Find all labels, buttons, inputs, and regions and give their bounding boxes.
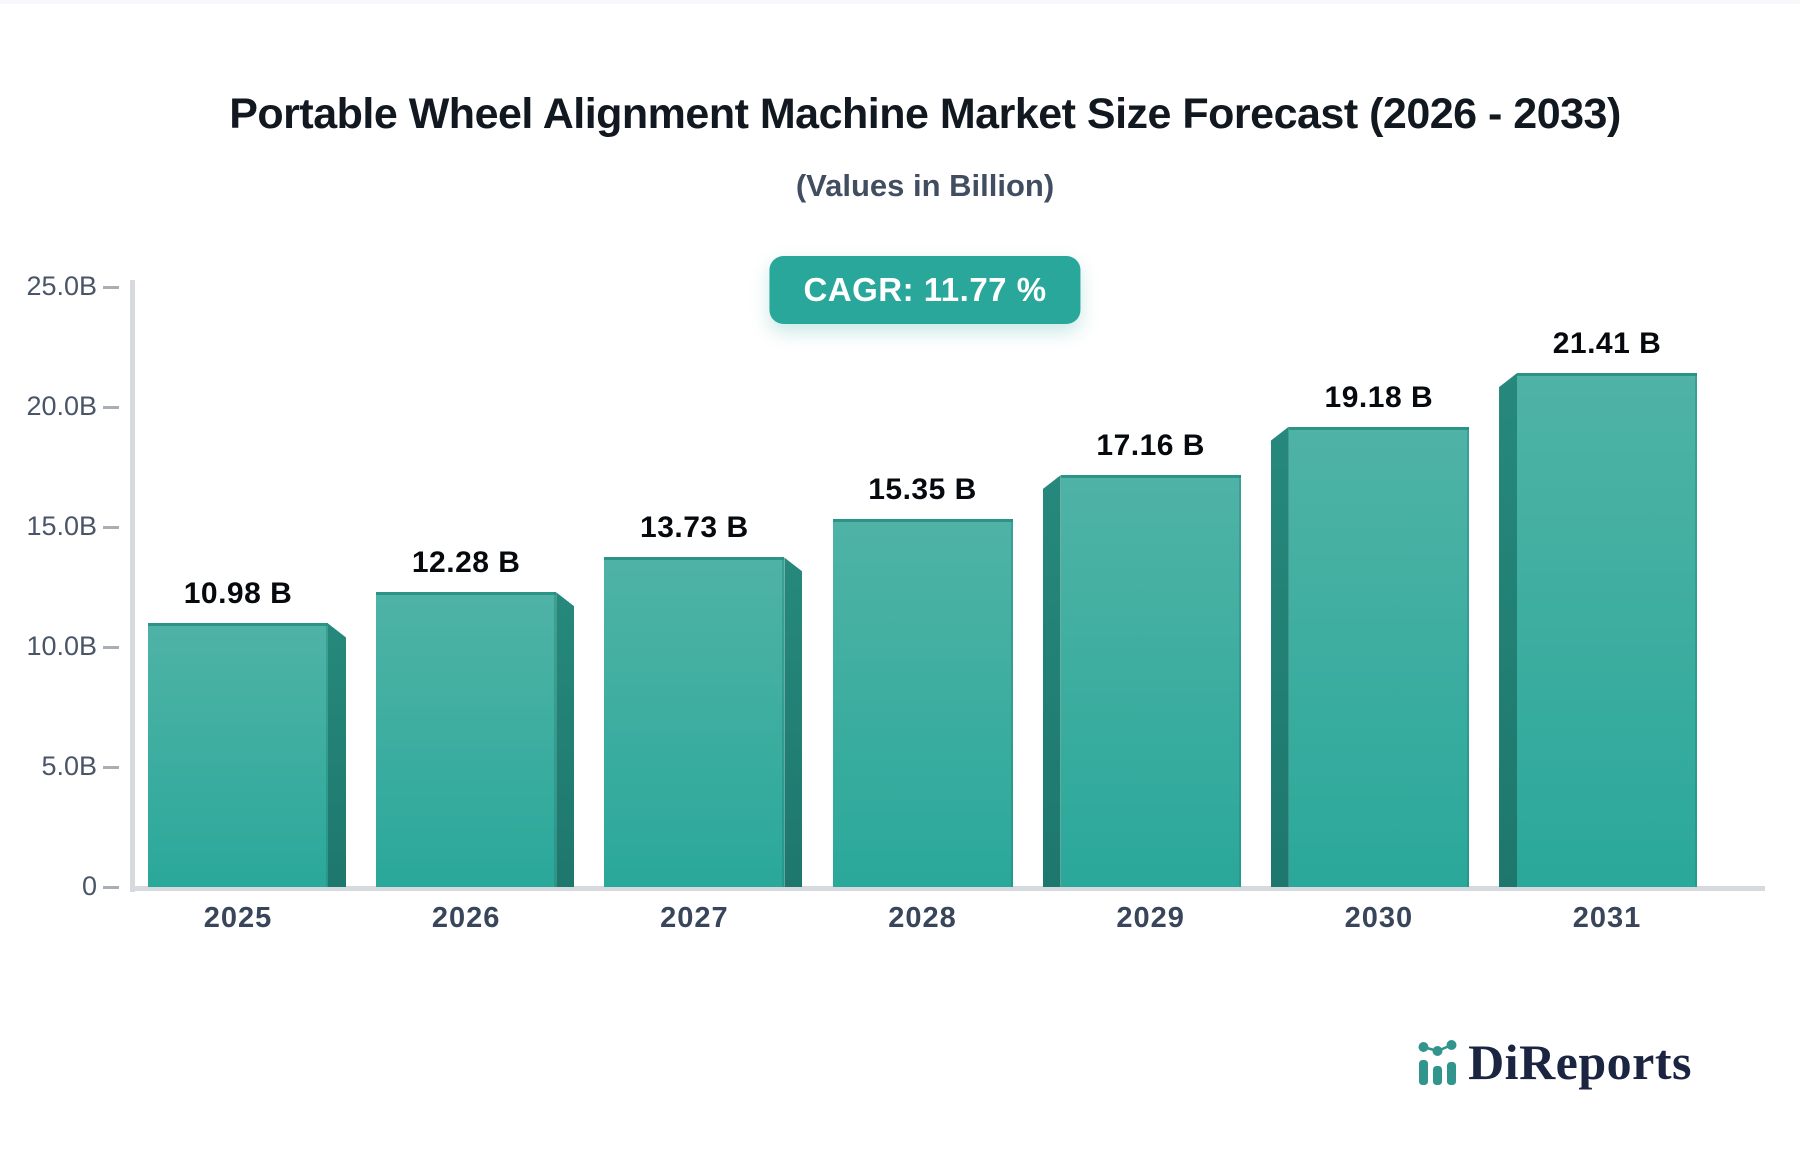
- y-axis-tick-label: 5.0B: [41, 751, 97, 781]
- x-axis-category-label: 2027: [660, 902, 729, 934]
- x-axis-baseline: [130, 886, 1765, 891]
- y-axis-tick: [103, 286, 119, 289]
- bar-2028: [832, 518, 1013, 887]
- y-axis-tick: [103, 526, 119, 529]
- bar-3d-side: [784, 557, 803, 887]
- y-axis-tick-label: 15.0B: [26, 511, 97, 541]
- x-axis-category-label: 2029: [1116, 902, 1185, 934]
- bar-2031: [1517, 373, 1698, 887]
- y-axis-tick: [103, 886, 119, 889]
- logo-wordmark: DiReports: [1468, 1034, 1692, 1090]
- chart-subtitle: (Values in Billion): [795, 168, 1055, 203]
- y-axis-line: [130, 280, 135, 892]
- page-top-edge: [0, 0, 1800, 4]
- y-axis-tick-label: 0: [81, 871, 97, 901]
- mini-bar-chart-icon: [1418, 1040, 1457, 1085]
- bar-value-label: 21.41 B: [1552, 327, 1662, 361]
- x-axis-category-label: 2030: [1344, 902, 1414, 934]
- x-axis-category-label: 2025: [203, 902, 273, 934]
- bar-2030: [1288, 426, 1469, 887]
- chart-title: Portable Wheel Alignment Machine Market …: [229, 90, 1621, 138]
- bar-3d-side: [1499, 373, 1518, 887]
- bar-3d-side: [1042, 475, 1061, 887]
- y-axis-tick-label: 25.0B: [26, 271, 97, 301]
- bar-3d-side: [556, 592, 575, 887]
- bar-value-label: 15.35 B: [868, 472, 977, 506]
- bar-2026: [376, 592, 557, 887]
- bar-value-label: 12.28 B: [411, 546, 521, 580]
- bar-2027: [604, 557, 785, 887]
- y-axis-tick: [103, 766, 119, 769]
- y-axis-tick: [103, 406, 119, 409]
- direports-logo: DiReports: [1406, 1030, 1692, 1090]
- bar-3d-side: [328, 623, 346, 887]
- x-axis-category-label: 2026: [431, 902, 501, 934]
- bar-value-label: 13.73 B: [640, 511, 749, 545]
- bar-value-label: 19.18 B: [1324, 380, 1434, 414]
- y-axis-tick-label: 10.0B: [26, 631, 97, 661]
- bar-2025: [148, 623, 328, 887]
- y-axis-tick: [103, 646, 119, 649]
- cagr-badge: CAGR: 11.77 %: [769, 256, 1081, 324]
- bar-2029: [1060, 475, 1241, 887]
- x-axis-category-label: 2031: [1572, 902, 1642, 934]
- bar-value-label: 10.98 B: [183, 577, 293, 611]
- y-axis-tick-label: 20.0B: [26, 391, 97, 421]
- x-axis-category-label: 2028: [888, 902, 957, 934]
- bar-3d-side: [1270, 426, 1289, 887]
- bar-value-label: 17.16 B: [1096, 429, 1205, 463]
